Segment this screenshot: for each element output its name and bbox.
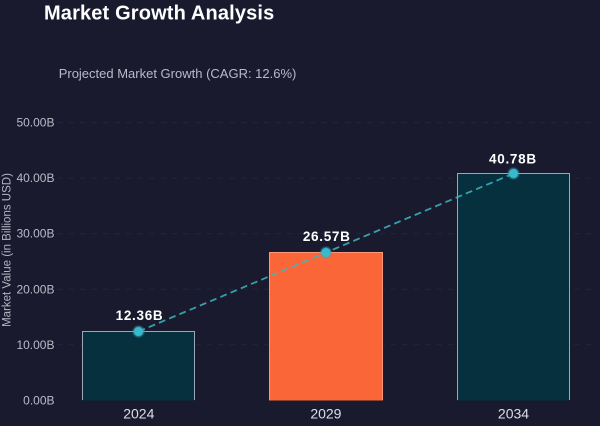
svg-text:Market Value (in Billions USD): Market Value (in Billions USD) <box>2 173 14 327</box>
svg-text:2024: 2024 <box>123 406 154 422</box>
svg-text:40.00B: 40.00B <box>16 171 54 185</box>
svg-text:2034: 2034 <box>498 406 529 422</box>
svg-text:Projected Market Growth (CAGR:: Projected Market Growth (CAGR: 12.6%) <box>59 66 297 81</box>
svg-text:10.00B: 10.00B <box>16 338 54 352</box>
svg-text:40.78B: 40.78B <box>489 152 537 167</box>
svg-text:2029: 2029 <box>310 406 341 422</box>
svg-text:Market Growth Analysis: Market Growth Analysis <box>44 3 274 25</box>
svg-text:26.57B: 26.57B <box>303 229 351 244</box>
svg-text:12.36B: 12.36B <box>116 308 164 323</box>
svg-text:30.00B: 30.00B <box>16 227 54 241</box>
svg-text:50.00B: 50.00B <box>16 116 54 130</box>
svg-text:0.00B: 0.00B <box>23 393 54 407</box>
svg-text:20.00B: 20.00B <box>16 282 54 296</box>
